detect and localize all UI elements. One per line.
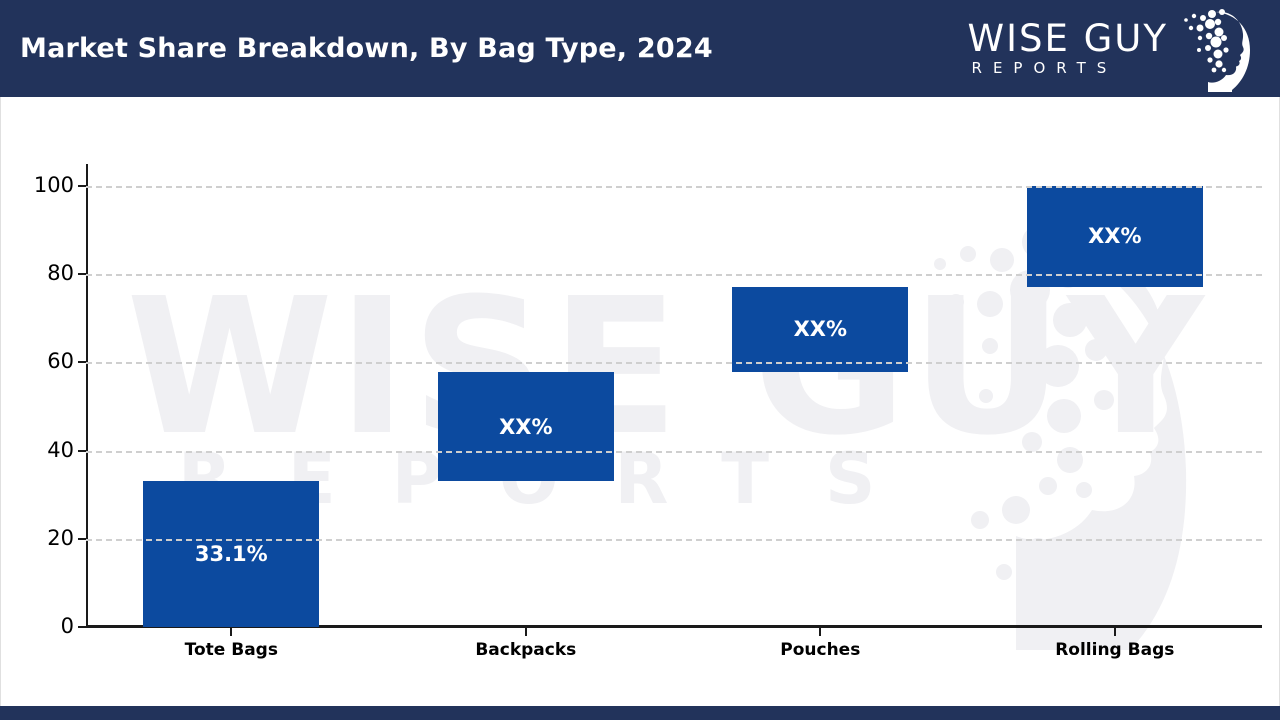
wise-guy-logo: WISE GUY REPORTS bbox=[968, 6, 1254, 92]
gridline bbox=[86, 274, 1262, 277]
y-tick bbox=[78, 449, 86, 452]
x-category-label: Tote Bags bbox=[184, 640, 278, 660]
footer-bar bbox=[0, 706, 1280, 720]
y-tick-label: 40 bbox=[47, 437, 74, 462]
x-category-label: Pouches bbox=[780, 640, 861, 660]
y-tick-label: 100 bbox=[33, 173, 74, 197]
logo-text: WISE GUY REPORTS bbox=[967, 16, 1168, 78]
y-tick bbox=[78, 273, 86, 276]
y-tick bbox=[78, 361, 86, 364]
gridline bbox=[86, 450, 1262, 453]
page-title: Market Share Breakdown, By Bag Type, 202… bbox=[20, 33, 713, 64]
x-category-label: Rolling Bags bbox=[1055, 640, 1175, 660]
bar-segment: XX% bbox=[732, 286, 909, 373]
watermark-head-icon bbox=[934, 222, 1187, 650]
x-tick bbox=[819, 628, 822, 636]
gridline bbox=[86, 186, 1262, 188]
bar-value-label: 33.1% bbox=[194, 542, 268, 566]
y-axis-line bbox=[86, 164, 88, 628]
x-tick bbox=[230, 628, 233, 636]
logo-wordmark: WISE GUY bbox=[967, 16, 1168, 60]
y-tick bbox=[78, 185, 86, 187]
y-tick bbox=[78, 626, 86, 628]
bar-value-label: XX% bbox=[793, 317, 848, 342]
logo-head-icon bbox=[1184, 8, 1250, 92]
y-tick bbox=[78, 537, 86, 540]
header-bar: Market Share Breakdown, By Bag Type, 202… bbox=[0, 0, 1280, 97]
logo-subtitle: REPORTS bbox=[971, 59, 1118, 78]
y-tick-label: 0 bbox=[60, 614, 74, 638]
y-tick-label: 20 bbox=[47, 525, 74, 550]
y-tick-label: 80 bbox=[47, 261, 74, 286]
y-tick-label: 60 bbox=[47, 349, 74, 374]
x-tick bbox=[1113, 628, 1116, 636]
x-axis-line bbox=[86, 625, 1262, 628]
gridline bbox=[86, 538, 1262, 541]
x-tick bbox=[524, 628, 527, 636]
bar-value-label: XX% bbox=[499, 414, 553, 439]
bar-value-label: XX% bbox=[1088, 224, 1142, 249]
x-category-label: Backpacks bbox=[475, 640, 577, 660]
gridline bbox=[86, 362, 1262, 365]
bar-segment: XX% bbox=[1026, 186, 1203, 287]
bar-segment: 33.1% bbox=[143, 481, 320, 627]
bar-segment: XX% bbox=[437, 372, 614, 481]
